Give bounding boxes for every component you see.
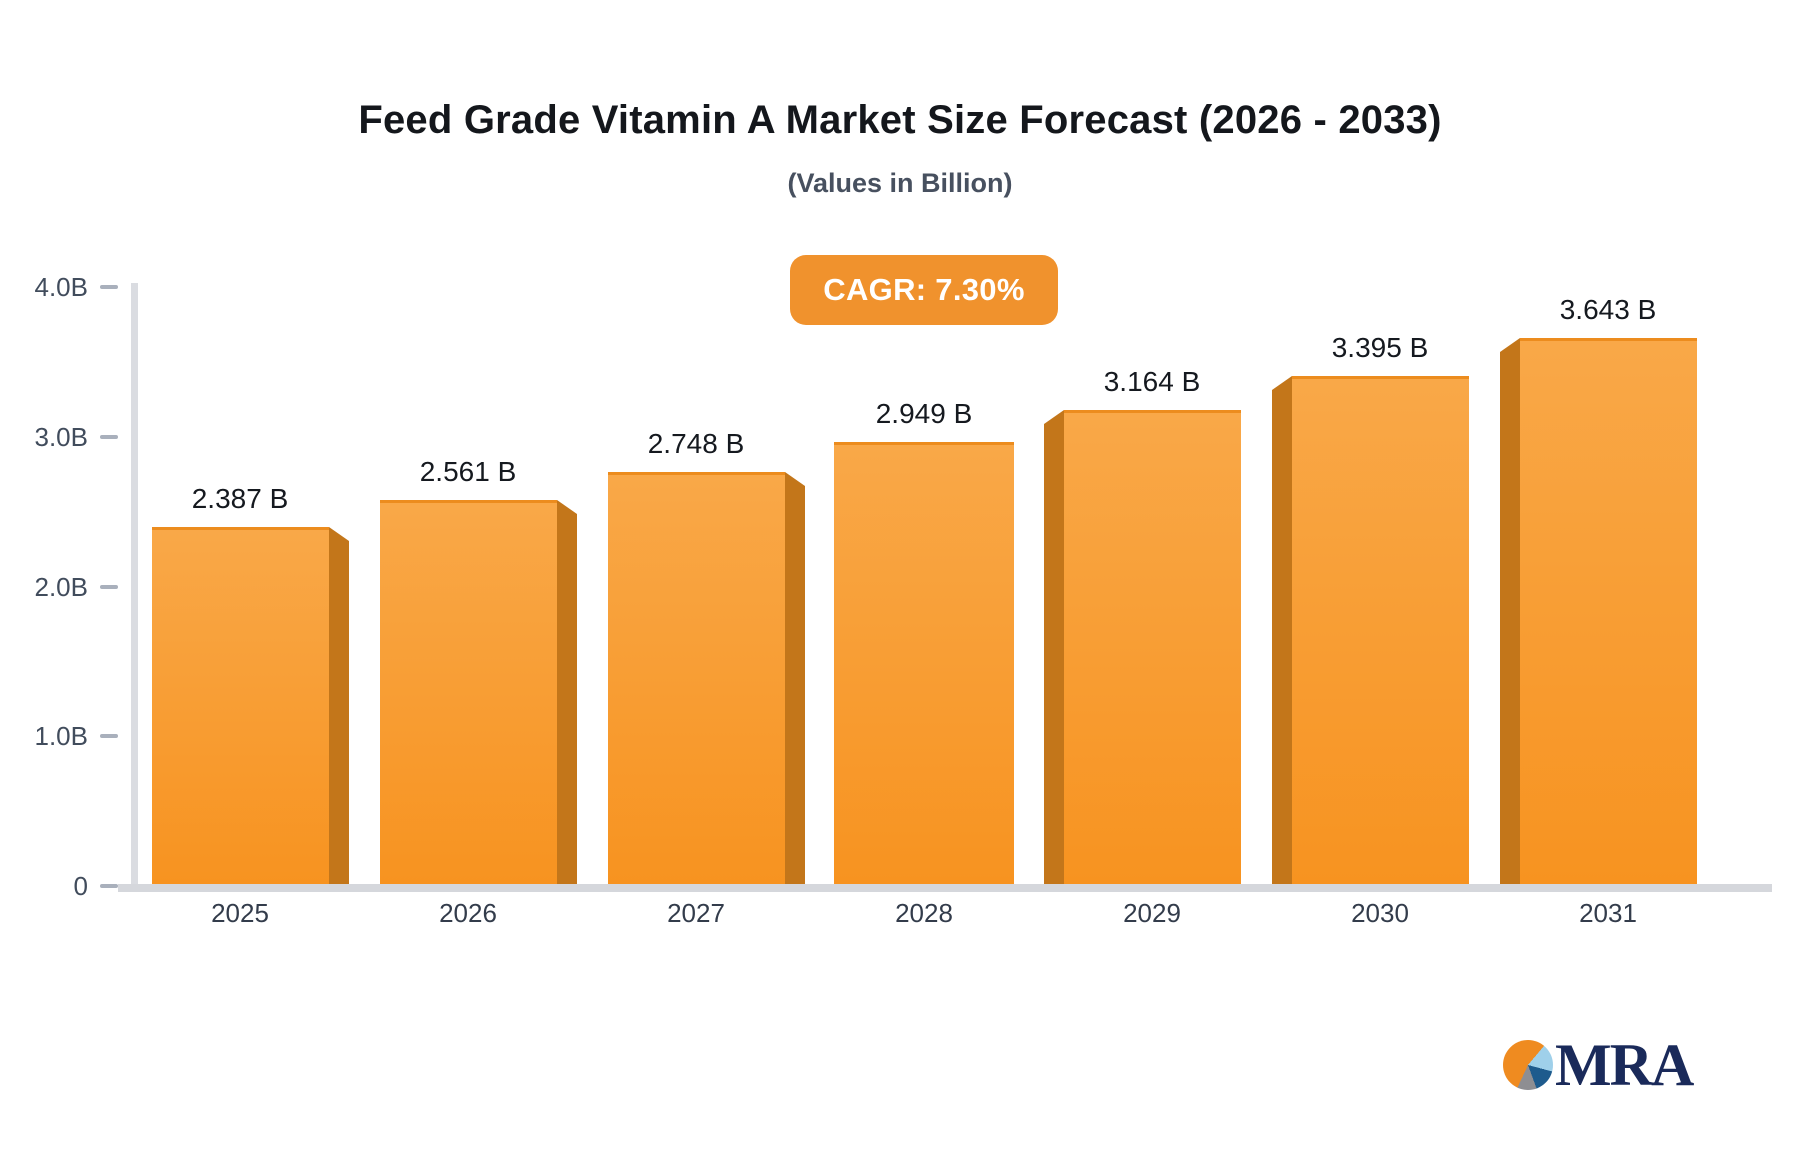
bar-2025 xyxy=(152,527,329,884)
brand-name: MRA xyxy=(1555,1032,1694,1098)
cagr-badge: CAGR: 7.30% xyxy=(790,255,1058,325)
x-axis-label-2025: 2025 xyxy=(211,898,269,928)
bar-side-2030 xyxy=(1272,376,1292,884)
bar-2028 xyxy=(834,442,1014,884)
chart-title: Feed Grade Vitamin A Market Size Forecas… xyxy=(358,98,1442,142)
bar-2026 xyxy=(380,500,557,884)
y-tick-label: 4.0B xyxy=(34,272,89,302)
bar-value-label-2029: 3.164 B xyxy=(1103,366,1201,397)
bar-side-2026 xyxy=(557,500,577,884)
x-axis-label-2028: 2028 xyxy=(895,898,953,928)
y-tick-label: 0 xyxy=(73,871,88,901)
bar-value-label-2025: 2.387 B xyxy=(191,483,289,514)
bar-side-2025 xyxy=(329,527,349,884)
x-axis-label-2029: 2029 xyxy=(1123,898,1181,928)
bar-side-2027 xyxy=(785,472,805,884)
y-tick-mark xyxy=(100,884,118,888)
bar-2027 xyxy=(608,472,785,884)
y-tick-label: 3.0B xyxy=(34,421,89,452)
x-axis-label-2027: 2027 xyxy=(667,898,725,928)
bar-value-label-2030: 3.395 B xyxy=(1331,332,1429,363)
bar-value-label-2028: 2.949 B xyxy=(875,398,973,429)
bar-value-label-2031: 3.643 B xyxy=(1559,294,1657,325)
bar-value-label-2026: 2.561 B xyxy=(419,456,517,487)
chart-subtitle: (Values in Billion) xyxy=(787,168,1013,198)
brand-logo: MRA xyxy=(1503,1032,1694,1098)
y-tick-mark xyxy=(100,584,118,589)
bar-2031 xyxy=(1520,338,1697,884)
y-tick-mark xyxy=(100,285,118,289)
bar-2030 xyxy=(1292,376,1469,884)
bar-side-2029 xyxy=(1044,410,1064,884)
x-axis-label-2026: 2026 xyxy=(439,898,497,928)
x-axis-baseline xyxy=(118,884,1772,892)
x-axis-label-2031: 2031 xyxy=(1579,898,1637,928)
x-axis-label-2030: 2030 xyxy=(1351,898,1409,928)
y-tick-mark xyxy=(100,434,118,439)
y-axis-line xyxy=(131,283,138,888)
y-tick-label: 1.0B xyxy=(34,721,89,752)
y-tick-mark xyxy=(100,734,118,739)
bar-2029 xyxy=(1064,410,1241,884)
pie-chart-logo-icon xyxy=(1503,1040,1553,1090)
y-tick-label: 2.0B xyxy=(34,571,89,602)
bar-side-2031 xyxy=(1500,338,1520,884)
bar-value-label-2027: 2.748 B xyxy=(647,428,745,459)
